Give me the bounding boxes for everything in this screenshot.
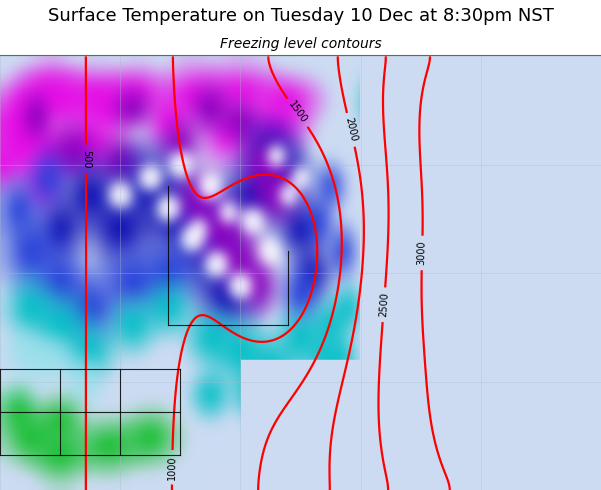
Text: Freezing level contours: Freezing level contours	[219, 37, 382, 51]
Text: 3000: 3000	[417, 241, 427, 266]
Text: 2500: 2500	[378, 292, 390, 318]
Text: 500: 500	[81, 149, 91, 168]
Text: 1000: 1000	[167, 455, 177, 480]
Text: 2000: 2000	[343, 117, 358, 143]
Text: Surface Temperature on Tuesday 10 Dec at 8:30pm NST: Surface Temperature on Tuesday 10 Dec at…	[47, 7, 554, 25]
Text: 1500: 1500	[286, 99, 309, 125]
